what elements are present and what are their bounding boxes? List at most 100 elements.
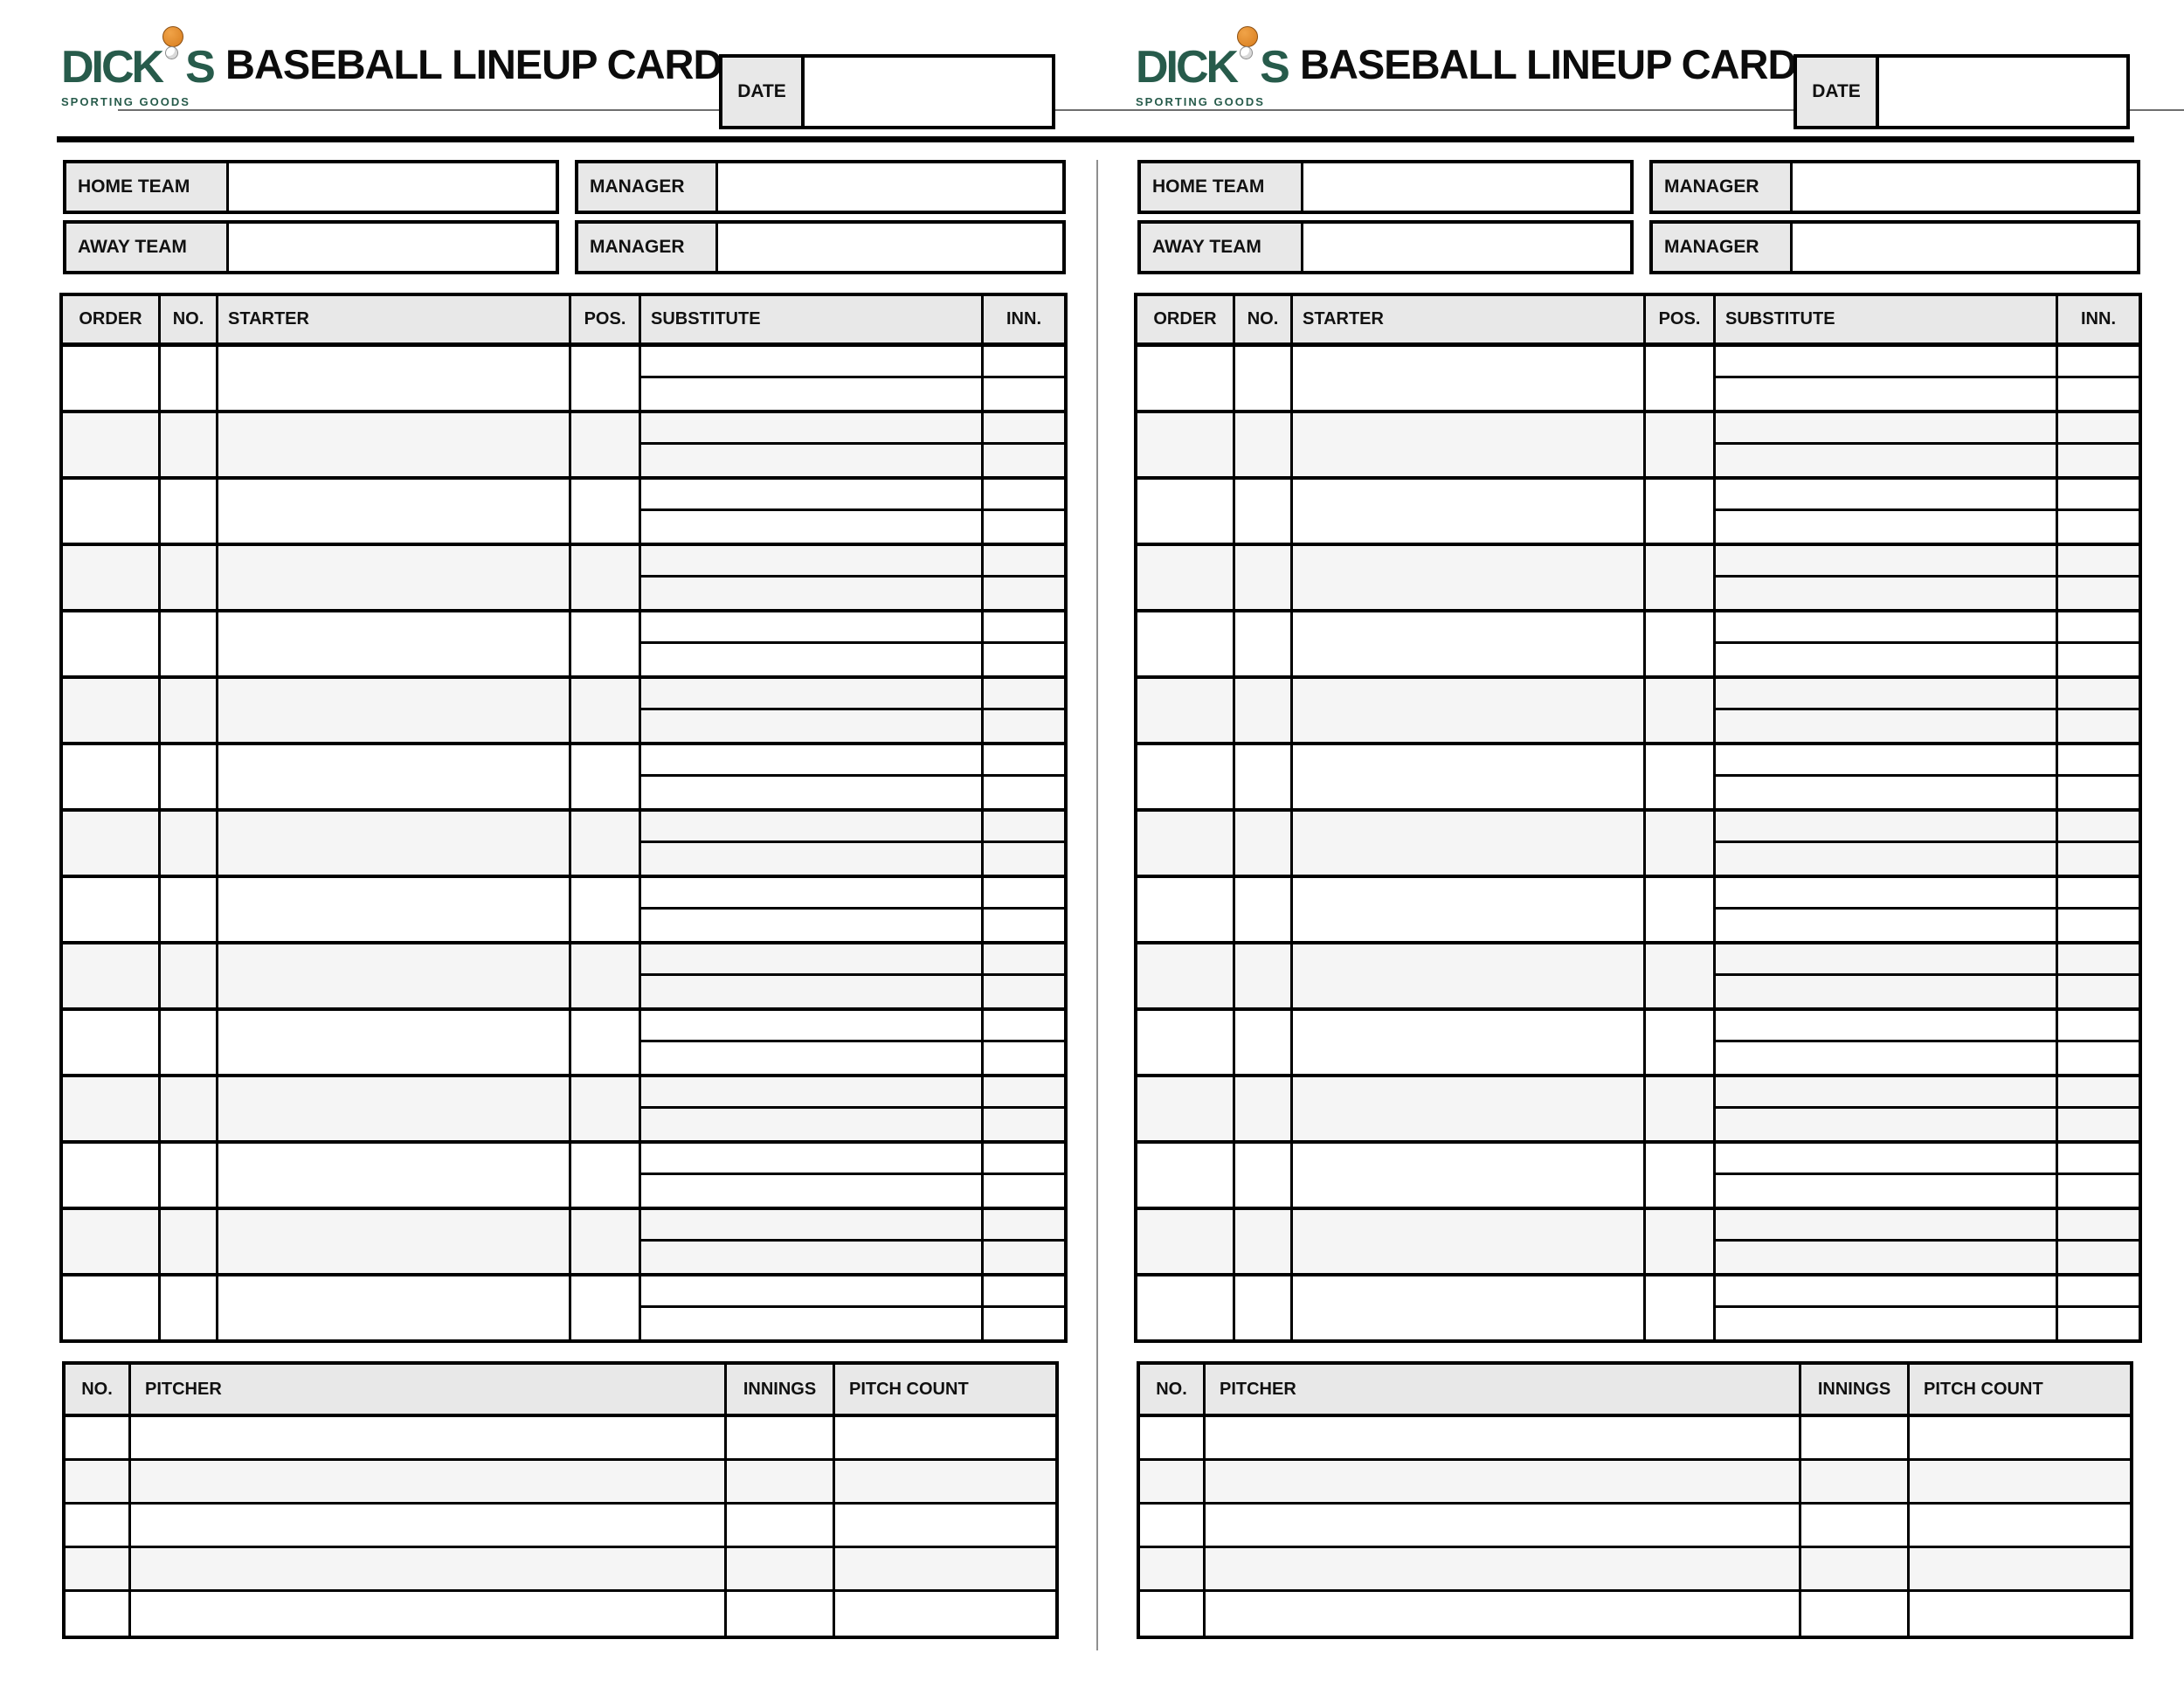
- substitute-cell[interactable]: [1716, 578, 2058, 609]
- pitch-count-cell[interactable]: [1910, 1461, 2130, 1502]
- inning-cell[interactable]: [984, 944, 1064, 976]
- innings-cell[interactable]: [727, 1505, 835, 1546]
- innings-cell[interactable]: [727, 1461, 835, 1502]
- substitute-cell[interactable]: [1716, 347, 2058, 378]
- substitute-cell[interactable]: [1716, 1276, 2058, 1308]
- position-cell[interactable]: [1646, 413, 1716, 476]
- number-cell[interactable]: [1235, 347, 1293, 410]
- substitute-cell[interactable]: [641, 777, 984, 808]
- position-cell[interactable]: [571, 1144, 641, 1207]
- pitcher-name-cell[interactable]: [1206, 1417, 1801, 1458]
- position-cell[interactable]: [571, 679, 641, 742]
- order-cell[interactable]: [1137, 612, 1235, 675]
- starter-cell[interactable]: [218, 878, 571, 941]
- inning-cell[interactable]: [984, 812, 1064, 843]
- position-cell[interactable]: [1646, 1210, 1716, 1273]
- substitute-cell[interactable]: [1716, 445, 2058, 476]
- inning-cell[interactable]: [984, 777, 1064, 808]
- number-cell[interactable]: [1235, 480, 1293, 543]
- innings-cell[interactable]: [727, 1417, 835, 1458]
- substitute-cell[interactable]: [1716, 480, 2058, 511]
- order-cell[interactable]: [1137, 745, 1235, 808]
- position-cell[interactable]: [1646, 745, 1716, 808]
- inning-cell[interactable]: [2058, 1077, 2139, 1109]
- number-cell[interactable]: [161, 1276, 218, 1339]
- inning-cell[interactable]: [2058, 511, 2139, 543]
- number-cell[interactable]: [1235, 1210, 1293, 1273]
- inning-cell[interactable]: [984, 1109, 1064, 1140]
- substitute-cell[interactable]: [641, 378, 984, 410]
- order-cell[interactable]: [63, 1210, 161, 1273]
- substitute-cell[interactable]: [641, 1144, 984, 1175]
- position-cell[interactable]: [1646, 347, 1716, 410]
- number-cell[interactable]: [1235, 944, 1293, 1007]
- pitcher-name-cell[interactable]: [131, 1417, 727, 1458]
- starter-cell[interactable]: [218, 679, 571, 742]
- home-team-input[interactable]: [229, 163, 556, 211]
- starter-cell[interactable]: [218, 612, 571, 675]
- starter-cell[interactable]: [1293, 944, 1646, 1007]
- order-cell[interactable]: [1137, 347, 1235, 410]
- home-manager-input[interactable]: [718, 163, 1062, 211]
- pitch-count-cell[interactable]: [1910, 1592, 2130, 1636]
- number-cell[interactable]: [161, 480, 218, 543]
- inning-cell[interactable]: [984, 1077, 1064, 1109]
- inning-cell[interactable]: [2058, 1242, 2139, 1273]
- innings-cell[interactable]: [1801, 1505, 1910, 1546]
- starter-cell[interactable]: [218, 546, 571, 609]
- inning-cell[interactable]: [2058, 1308, 2139, 1339]
- substitute-cell[interactable]: [1716, 910, 2058, 941]
- starter-cell[interactable]: [1293, 413, 1646, 476]
- order-cell[interactable]: [63, 745, 161, 808]
- order-cell[interactable]: [1137, 944, 1235, 1007]
- number-cell[interactable]: [1235, 1276, 1293, 1339]
- inning-cell[interactable]: [2058, 944, 2139, 976]
- number-cell[interactable]: [161, 679, 218, 742]
- starter-cell[interactable]: [218, 480, 571, 543]
- inning-cell[interactable]: [984, 347, 1064, 378]
- substitute-cell[interactable]: [1716, 378, 2058, 410]
- position-cell[interactable]: [1646, 812, 1716, 875]
- position-cell[interactable]: [571, 1011, 641, 1074]
- substitute-cell[interactable]: [1716, 777, 2058, 808]
- starter-cell[interactable]: [1293, 480, 1646, 543]
- substitute-cell[interactable]: [1716, 1077, 2058, 1109]
- starter-cell[interactable]: [218, 1144, 571, 1207]
- position-cell[interactable]: [571, 745, 641, 808]
- starter-cell[interactable]: [218, 413, 571, 476]
- pitcher-number-cell[interactable]: [66, 1505, 131, 1546]
- starter-cell[interactable]: [218, 347, 571, 410]
- pitcher-name-cell[interactable]: [131, 1548, 727, 1589]
- order-cell[interactable]: [1137, 546, 1235, 609]
- inning-cell[interactable]: [2058, 679, 2139, 710]
- substitute-cell[interactable]: [641, 843, 984, 875]
- inning-cell[interactable]: [2058, 1210, 2139, 1242]
- number-cell[interactable]: [161, 1210, 218, 1273]
- number-cell[interactable]: [161, 944, 218, 1007]
- position-cell[interactable]: [1646, 480, 1716, 543]
- number-cell[interactable]: [161, 413, 218, 476]
- position-cell[interactable]: [1646, 1276, 1716, 1339]
- starter-cell[interactable]: [218, 1210, 571, 1273]
- substitute-cell[interactable]: [641, 812, 984, 843]
- inning-cell[interactable]: [2058, 1276, 2139, 1308]
- pitch-count-cell[interactable]: [1910, 1505, 2130, 1546]
- inning-cell[interactable]: [984, 1242, 1064, 1273]
- innings-cell[interactable]: [1801, 1417, 1910, 1458]
- innings-cell[interactable]: [727, 1592, 835, 1636]
- inning-cell[interactable]: [984, 1011, 1064, 1042]
- position-cell[interactable]: [571, 347, 641, 410]
- order-cell[interactable]: [63, 1144, 161, 1207]
- inning-cell[interactable]: [984, 511, 1064, 543]
- pitcher-name-cell[interactable]: [1206, 1592, 1801, 1636]
- starter-cell[interactable]: [218, 1011, 571, 1074]
- order-cell[interactable]: [1137, 878, 1235, 941]
- innings-cell[interactable]: [1801, 1548, 1910, 1589]
- pitcher-number-cell[interactable]: [66, 1461, 131, 1502]
- inning-cell[interactable]: [2058, 1042, 2139, 1074]
- innings-cell[interactable]: [1801, 1592, 1910, 1636]
- pitch-count-cell[interactable]: [835, 1592, 1055, 1636]
- inning-cell[interactable]: [2058, 910, 2139, 941]
- order-cell[interactable]: [1137, 413, 1235, 476]
- inning-cell[interactable]: [2058, 378, 2139, 410]
